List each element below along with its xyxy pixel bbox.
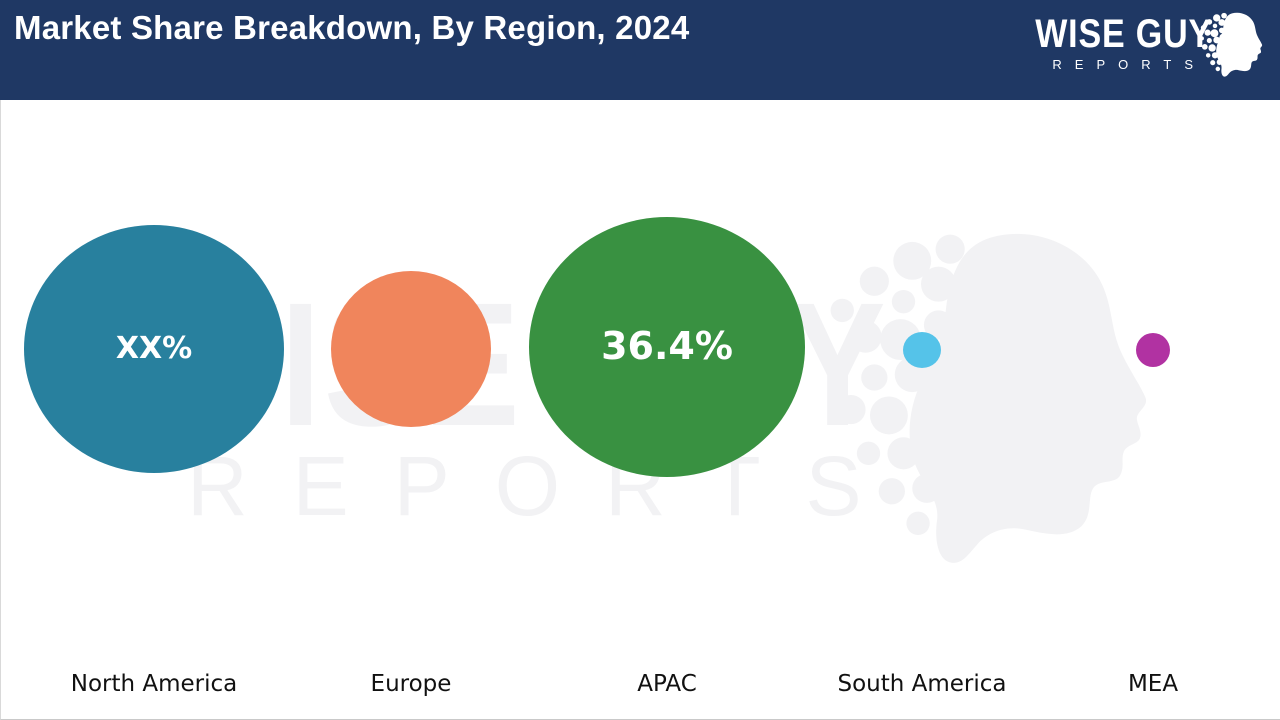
- bubble-value-label-apac: 36.4%: [601, 324, 733, 369]
- bubble-mea: [1136, 333, 1170, 367]
- watermark-tagline-text: REPORTS: [187, 439, 907, 533]
- category-label-apac: APAC: [637, 671, 697, 697]
- logo-tagline-text: REPORTS: [1052, 57, 1206, 72]
- header-bar: Market Share Breakdown, By Region, 2024 …: [0, 0, 1280, 100]
- watermark-head-icon: [807, 220, 1175, 570]
- page-title: Market Share Breakdown, By Region, 2024: [14, 9, 690, 46]
- category-label-south-america: South America: [837, 671, 1007, 697]
- bubble-value-label-north-america: XX%: [115, 330, 193, 366]
- category-label-europe: Europe: [370, 671, 452, 697]
- category-label-mea: MEA: [1127, 671, 1179, 697]
- category-label-north-america: North America: [70, 671, 238, 697]
- bubble-south-america: [903, 332, 941, 368]
- bubble-north-america: [24, 225, 284, 473]
- logo-brand-text: WISE GUY: [1035, 12, 1212, 56]
- bubble-europe: [331, 271, 491, 427]
- bubble-apac: [529, 217, 805, 477]
- logo-head-icon: [1198, 6, 1266, 82]
